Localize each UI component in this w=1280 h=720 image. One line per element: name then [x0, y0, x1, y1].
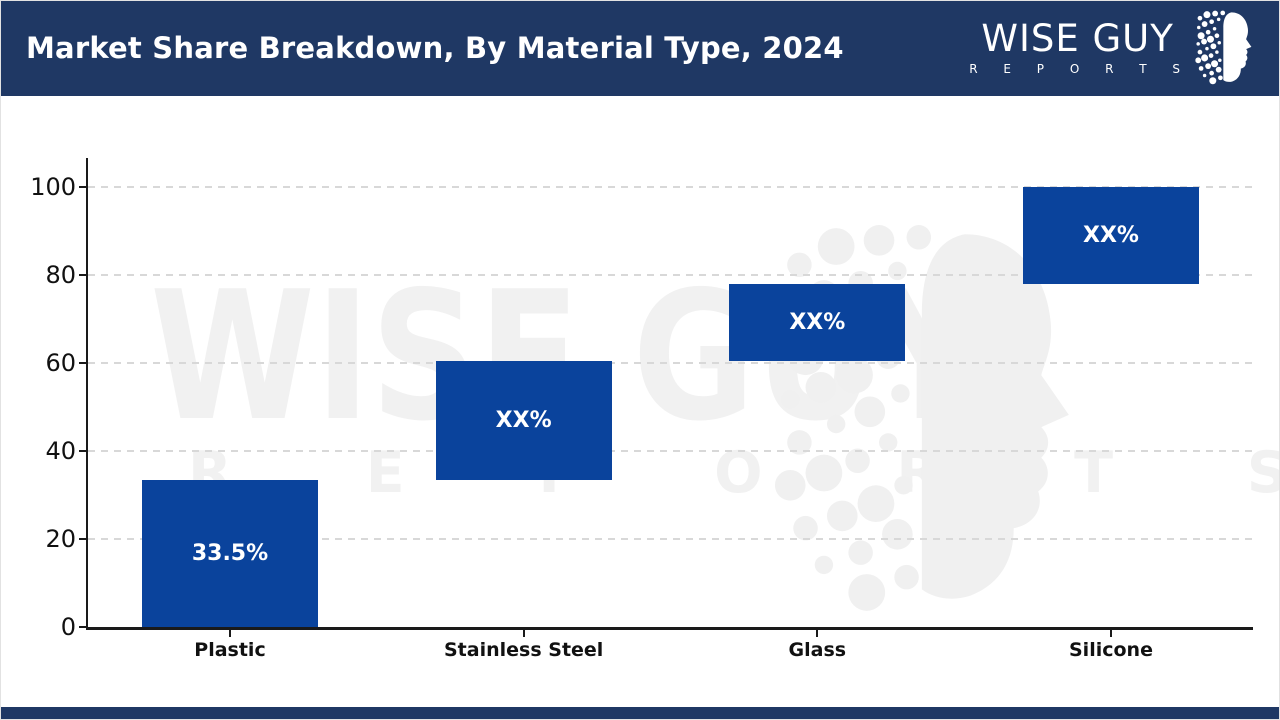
- y-axis-tick: [79, 626, 87, 628]
- bar-stainless-steel: XX%: [435, 360, 612, 480]
- x-axis-line: [86, 627, 1253, 630]
- y-axis-tick-label: 60: [45, 349, 76, 377]
- x-axis-tick: [229, 629, 231, 637]
- page-title: Market Share Breakdown, By Material Type…: [26, 31, 844, 65]
- x-axis-label-glass: Glass: [788, 639, 847, 661]
- y-axis-tick: [79, 450, 87, 452]
- y-axis-tick: [79, 274, 87, 276]
- bar-plastic: 33.5%: [142, 479, 318, 627]
- gridline: [88, 186, 1253, 188]
- x-axis-label-silicone: Silicone: [1069, 639, 1153, 661]
- x-axis-tick: [522, 629, 525, 637]
- bar-value-label: XX%: [789, 309, 846, 335]
- x-axis-tick: [816, 629, 819, 637]
- bar-value-label: XX%: [495, 407, 552, 433]
- brand-subtitle: R E P O R T S: [969, 62, 1191, 76]
- y-axis-line: [86, 158, 88, 629]
- x-axis-label-stainless-steel: Stainless Steel: [444, 639, 604, 661]
- footer-bar: [0, 707, 1280, 720]
- header-bar: Market Share Breakdown, By Material Type…: [0, 0, 1280, 96]
- bar-value-label: XX%: [1083, 222, 1139, 248]
- y-axis-tick-label: 0: [60, 613, 76, 641]
- y-axis-tick-label: 20: [45, 525, 76, 553]
- x-axis-label-plastic: Plastic: [194, 639, 266, 661]
- gridline: [88, 274, 1253, 276]
- bar-silicone: XX%: [1022, 187, 1199, 284]
- dotted-face-icon: [1195, 10, 1254, 86]
- x-axis-tick: [1109, 629, 1112, 637]
- y-axis-tick: [79, 186, 87, 188]
- gridline: [88, 538, 1253, 540]
- y-axis-tick-label: 100: [30, 173, 76, 201]
- y-axis-tick-label: 40: [45, 437, 76, 465]
- y-axis-tick-label: 80: [45, 261, 76, 289]
- bar-glass: XX%: [729, 283, 906, 361]
- y-axis-tick: [79, 362, 87, 364]
- y-axis-tick: [79, 538, 87, 540]
- bar-value-label: 33.5%: [191, 540, 269, 566]
- brand-wordmark: WISE GUY R E P O R T S: [964, 20, 1191, 76]
- gridline: [88, 450, 1253, 452]
- brand-name: WISE GUY: [981, 17, 1174, 60]
- brand-logo: WISE GUY R E P O R T S: [964, 10, 1254, 86]
- gridline: [88, 362, 1253, 364]
